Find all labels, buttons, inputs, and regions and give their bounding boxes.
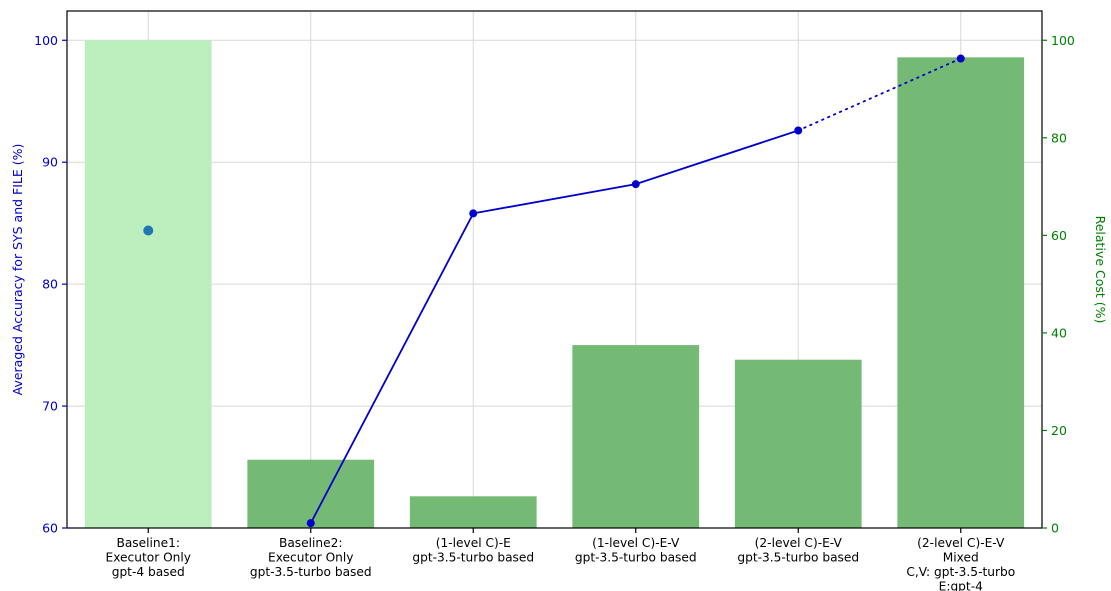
cost-bar (84, 40, 212, 528)
cost-bar (897, 57, 1025, 529)
left-tick-label: 70 (42, 399, 58, 414)
right-tick-label: 80 (1051, 130, 1067, 145)
x-category-label: (1-level C)-E-V gpt-3.5-turbo based (575, 536, 697, 565)
left-axis-title: Averaged Accuracy for SYS and FILE (%) (10, 144, 25, 396)
right-axis-title: Relative Cost (%) (1093, 216, 1108, 324)
x-category-label: (2-level C)-E-V Mixed C,V: gpt-3.5-turbo E:… (906, 536, 1015, 591)
x-category-label: (1-level C)-E gpt-3.5-turbo based (412, 536, 534, 565)
cost-bar (409, 496, 537, 528)
accuracy-marker (794, 126, 803, 135)
x-category-label: Baseline2: Executor Only gpt-3.5-turbo bas… (250, 536, 372, 579)
plot-border (66, 10, 1043, 529)
left-tick-label: 80 (42, 277, 58, 292)
isolated-accuracy-marker (143, 225, 154, 236)
right-tick-label: 100 (1051, 33, 1075, 48)
x-category-label: Baseline1: Executor Only gpt-4 based (106, 536, 192, 579)
cost-bar (572, 345, 700, 528)
left-tick-label: 90 (42, 155, 58, 170)
accuracy-marker (631, 180, 640, 189)
right-tick-label: 40 (1051, 325, 1067, 340)
right-tick-label: 20 (1051, 423, 1067, 438)
cost-bar (734, 359, 862, 528)
left-tick-label: 100 (34, 33, 58, 48)
accuracy-line-solid (309, 129, 799, 524)
accuracy-marker (306, 519, 315, 528)
right-tick-label: 0 (1051, 521, 1059, 536)
x-category-label: (2-level C)-E-V gpt-3.5-turbo based (737, 536, 859, 565)
right-tick-label: 60 (1051, 228, 1067, 243)
left-tick-label: 60 (42, 521, 58, 536)
cost-bar (247, 459, 375, 528)
accuracy-marker (956, 54, 965, 63)
accuracy-marker (469, 209, 478, 218)
